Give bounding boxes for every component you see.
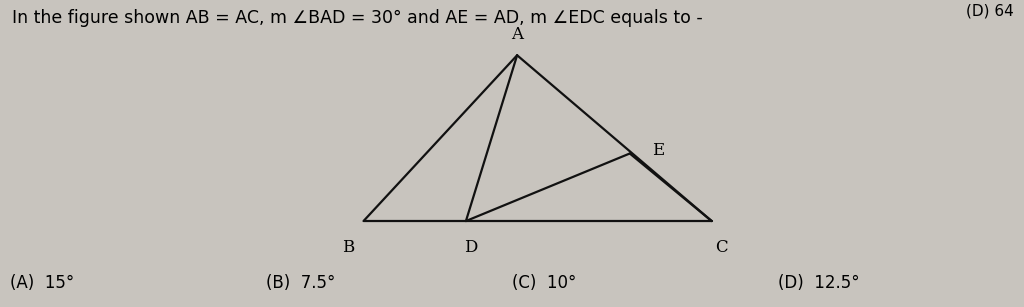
Text: (C)  10°: (C) 10°	[512, 274, 577, 292]
Text: (D) 64: (D) 64	[966, 3, 1014, 18]
Text: (D)  12.5°: (D) 12.5°	[778, 274, 860, 292]
Text: B: B	[342, 239, 354, 256]
Text: A: A	[511, 26, 523, 43]
Text: In the figure shown AB = AC, m ∠BAD = 30° and AE = AD, m ∠EDC equals to -: In the figure shown AB = AC, m ∠BAD = 30…	[12, 9, 703, 27]
Text: C: C	[716, 239, 728, 256]
Text: E: E	[652, 142, 665, 159]
Text: (B)  7.5°: (B) 7.5°	[266, 274, 336, 292]
Text: D: D	[464, 239, 478, 256]
Text: (A)  15°: (A) 15°	[10, 274, 75, 292]
